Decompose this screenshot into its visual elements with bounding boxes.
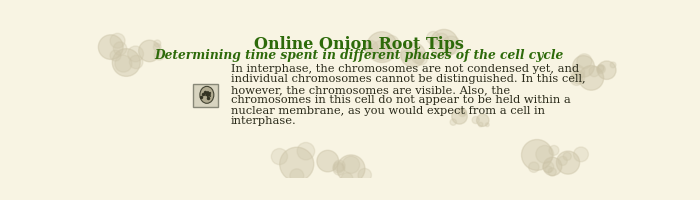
Circle shape [110, 33, 125, 48]
Circle shape [486, 123, 489, 127]
Circle shape [334, 160, 345, 171]
Circle shape [479, 122, 483, 127]
Circle shape [337, 155, 365, 183]
Circle shape [435, 33, 449, 47]
Circle shape [154, 50, 164, 60]
Circle shape [558, 156, 567, 165]
Circle shape [341, 173, 353, 184]
Text: chromosomes in this cell do not appear to be held within a: chromosomes in this cell do not appear t… [231, 95, 570, 105]
Circle shape [610, 62, 616, 68]
Circle shape [522, 140, 552, 170]
Circle shape [127, 46, 144, 62]
Circle shape [384, 35, 399, 50]
Circle shape [414, 52, 428, 65]
Circle shape [461, 109, 466, 115]
Circle shape [333, 163, 345, 175]
Circle shape [364, 40, 378, 54]
Circle shape [545, 166, 552, 173]
Circle shape [571, 70, 584, 84]
Circle shape [556, 151, 580, 174]
Circle shape [400, 42, 426, 67]
Circle shape [290, 169, 304, 183]
Text: Online Onion Root Tips: Online Onion Root Tips [254, 36, 463, 53]
Circle shape [450, 119, 456, 125]
Circle shape [549, 145, 559, 155]
Circle shape [358, 168, 372, 182]
Text: individual chromosomes cannot be distinguished. In this cell,: individual chromosomes cannot be disting… [231, 74, 585, 84]
Circle shape [570, 65, 584, 79]
Text: however, the chromosomes are visible. Also, the: however, the chromosomes are visible. Al… [231, 85, 510, 95]
Text: Determining time spent in different phases of the cell cycle: Determining time spent in different phas… [154, 49, 564, 62]
Ellipse shape [200, 86, 214, 103]
Circle shape [130, 55, 143, 69]
Circle shape [596, 65, 606, 74]
FancyBboxPatch shape [193, 84, 218, 107]
Circle shape [98, 35, 123, 59]
Circle shape [573, 147, 589, 162]
Text: In interphase, the chromosomes are not condensed yet, and: In interphase, the chromosomes are not c… [231, 64, 579, 74]
Circle shape [577, 54, 592, 69]
Circle shape [153, 43, 161, 51]
Circle shape [342, 156, 360, 173]
Circle shape [115, 55, 132, 72]
Circle shape [589, 66, 599, 77]
Circle shape [472, 116, 480, 124]
Circle shape [333, 162, 344, 173]
Circle shape [579, 66, 603, 90]
Circle shape [112, 49, 140, 76]
Circle shape [477, 114, 489, 126]
Circle shape [367, 32, 398, 62]
Circle shape [139, 40, 160, 62]
Circle shape [548, 168, 556, 176]
Circle shape [536, 145, 554, 163]
Circle shape [272, 149, 288, 165]
Circle shape [430, 29, 458, 57]
Circle shape [442, 36, 461, 54]
Circle shape [371, 41, 391, 60]
Circle shape [427, 31, 440, 44]
Circle shape [297, 142, 315, 160]
Circle shape [528, 162, 539, 172]
Circle shape [458, 109, 467, 117]
Circle shape [154, 40, 161, 47]
Circle shape [543, 157, 562, 176]
Circle shape [598, 65, 604, 71]
Circle shape [597, 66, 604, 72]
Circle shape [563, 152, 571, 160]
Circle shape [401, 50, 412, 61]
Circle shape [452, 109, 468, 124]
Circle shape [570, 73, 582, 85]
Circle shape [573, 56, 594, 77]
Circle shape [542, 161, 554, 173]
Circle shape [412, 51, 424, 63]
Circle shape [110, 50, 121, 61]
Circle shape [317, 150, 339, 172]
Circle shape [598, 61, 616, 79]
Circle shape [280, 147, 314, 181]
Circle shape [113, 42, 127, 55]
Text: nuclear membrane, as you would expect from a cell in: nuclear membrane, as you would expect fr… [231, 106, 545, 116]
Text: interphase.: interphase. [231, 116, 297, 126]
